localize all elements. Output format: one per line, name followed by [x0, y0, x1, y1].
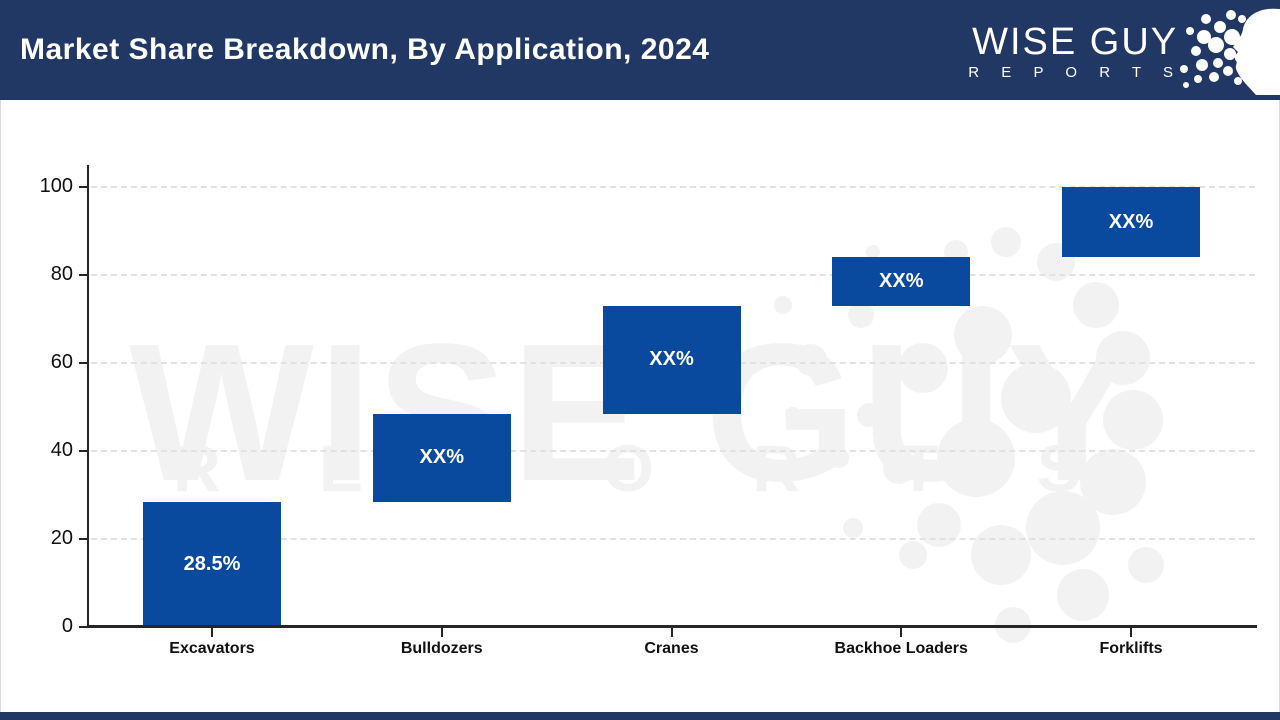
y-axis-tick — [79, 538, 88, 540]
brand-subtitle: R E P O R T S — [968, 63, 1182, 81]
x-axis-tick — [670, 628, 673, 637]
page-title: Market Share Breakdown, By Application, … — [20, 33, 710, 66]
y-axis-tick-label: 100 — [39, 175, 73, 197]
y-axis-tick — [79, 186, 88, 188]
x-axis-category-label: Backhoe Loaders — [834, 640, 968, 657]
waterfall-bar: 28.5% — [143, 501, 281, 627]
x-axis-tick — [440, 628, 443, 637]
gridline — [91, 274, 1255, 276]
bar-value-label: 28.5% — [183, 552, 241, 575]
footer-bar — [0, 712, 1280, 720]
header-bar: Market Share Breakdown, By Application, … — [0, 0, 1280, 100]
waterfall-bar: XX% — [372, 413, 511, 502]
brand-logo: WISE GUY R E P O R T S — [968, 6, 1280, 96]
x-axis-tick — [1130, 628, 1132, 637]
waterfall-bar: XX% — [1062, 187, 1200, 258]
bar-value-label: XX% — [419, 446, 464, 469]
bar-value-label: XX% — [649, 348, 694, 371]
x-axis-category-label: Cranes — [644, 640, 699, 657]
x-axis-category-label: Excavators — [169, 640, 255, 657]
gridline — [91, 186, 1255, 188]
watermark-brand-subtext: R E P O R T S — [173, 431, 1121, 505]
x-axis-tick — [900, 628, 903, 637]
y-axis-tick-label: 0 — [61, 615, 73, 637]
y-axis-tick — [79, 450, 88, 452]
y-axis-tick-label: 40 — [50, 439, 73, 461]
chart-area: WISE GUY R E P O R T S — [0, 100, 1280, 712]
waterfall-bar: XX% — [602, 305, 741, 414]
y-axis-tick-label: 20 — [50, 527, 73, 549]
brand-logo-text: WISE GUY R E P O R T S — [968, 22, 1182, 81]
x-axis-tick — [211, 628, 213, 637]
y-axis-tick-label: 80 — [50, 263, 73, 285]
x-axis-line — [87, 625, 1257, 628]
gridline — [91, 450, 1255, 452]
bar-value-label: XX% — [879, 270, 924, 293]
bar-value-label: XX% — [1108, 210, 1154, 233]
watermark-face-dots-icon — [774, 227, 1164, 643]
y-axis-tick — [79, 362, 88, 364]
x-axis-category-label: Bulldozers — [400, 640, 483, 657]
logo-face-icon — [1180, 8, 1280, 95]
y-axis-tick — [79, 274, 88, 276]
y-axis-tick-label: 60 — [50, 351, 73, 373]
waterfall-bar: XX% — [832, 257, 971, 306]
y-axis-line — [87, 165, 89, 627]
brand-name: WISE GUY — [972, 20, 1179, 63]
gridline — [91, 538, 1255, 540]
x-axis-category-label: Forklifts — [1099, 640, 1163, 657]
y-axis-tick — [79, 626, 88, 628]
